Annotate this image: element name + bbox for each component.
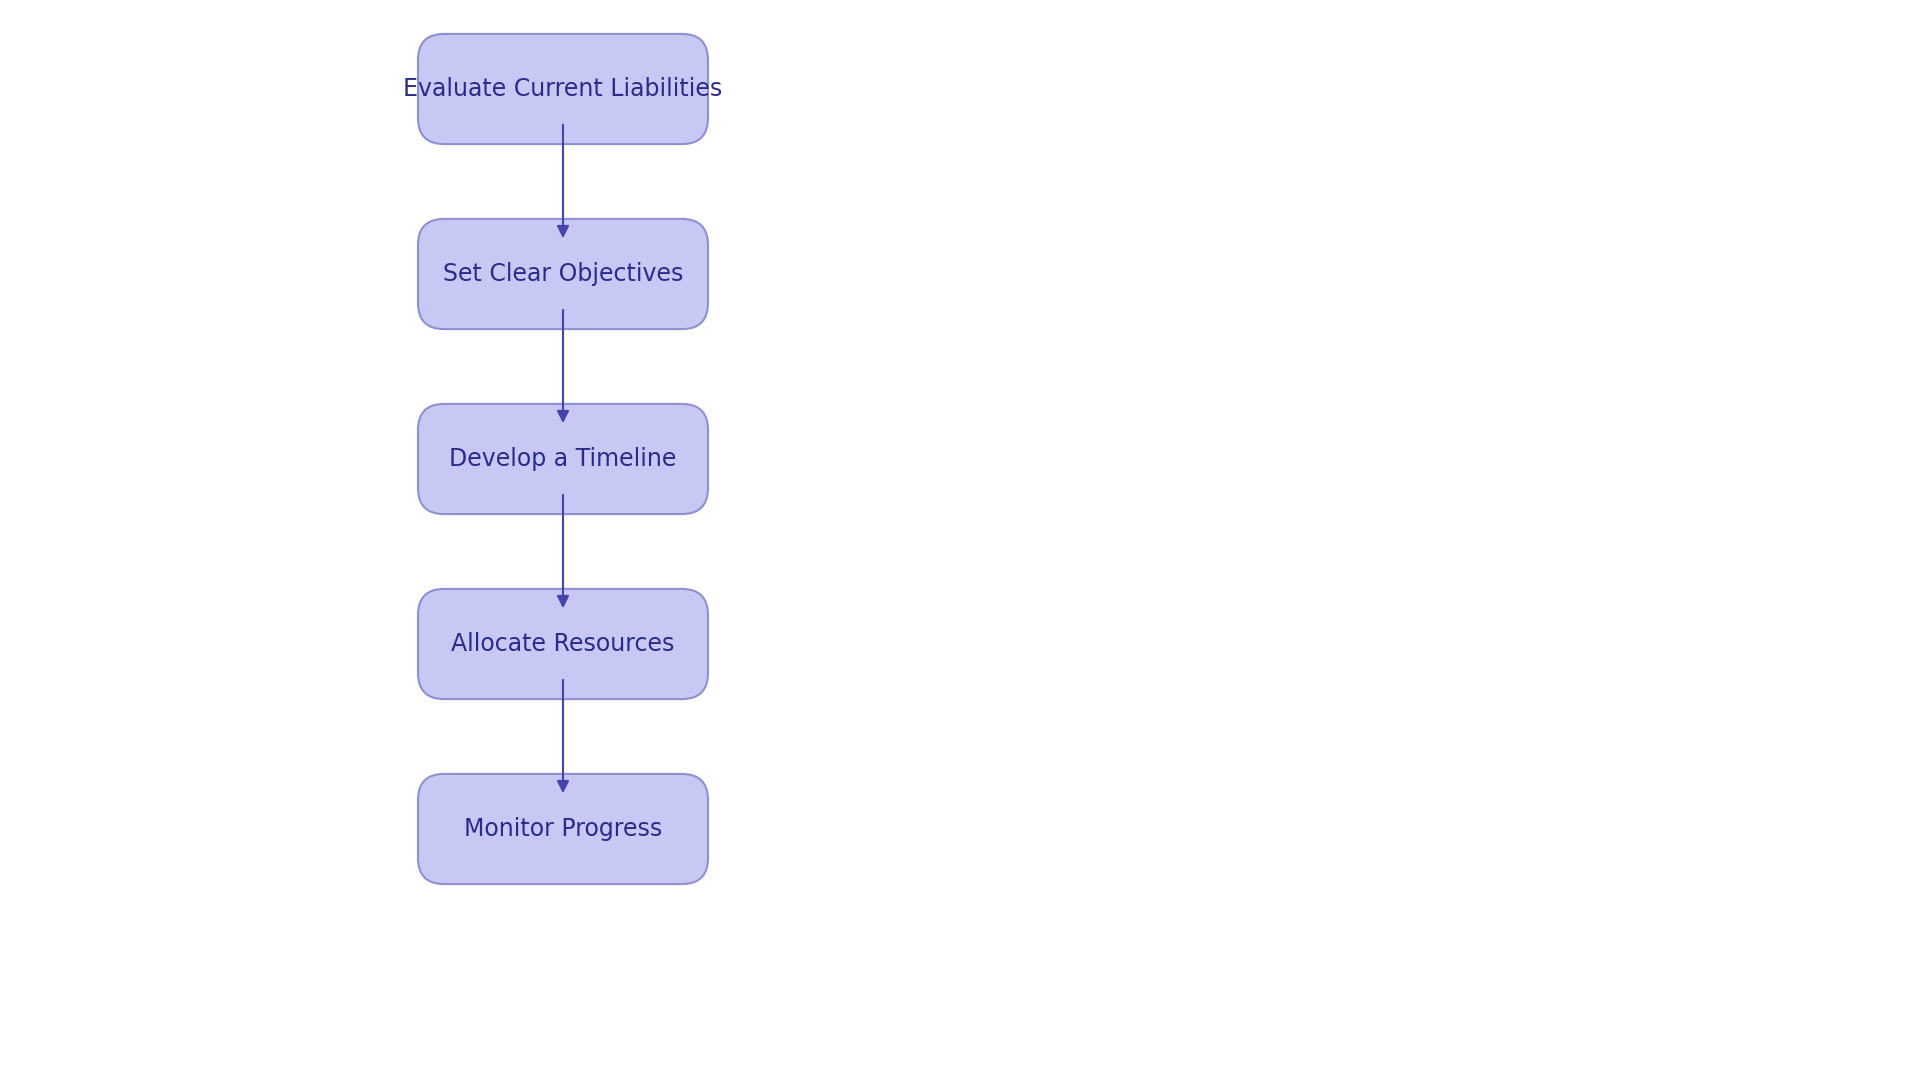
FancyBboxPatch shape — [419, 589, 708, 700]
Text: Evaluate Current Liabilities: Evaluate Current Liabilities — [403, 77, 722, 101]
Text: Develop a Timeline: Develop a Timeline — [449, 447, 676, 471]
Text: Allocate Resources: Allocate Resources — [451, 632, 674, 656]
FancyBboxPatch shape — [419, 774, 708, 884]
FancyBboxPatch shape — [419, 404, 708, 514]
Text: Monitor Progress: Monitor Progress — [465, 817, 662, 841]
FancyBboxPatch shape — [419, 219, 708, 329]
FancyBboxPatch shape — [419, 34, 708, 144]
Text: Set Clear Objectives: Set Clear Objectives — [444, 262, 684, 286]
